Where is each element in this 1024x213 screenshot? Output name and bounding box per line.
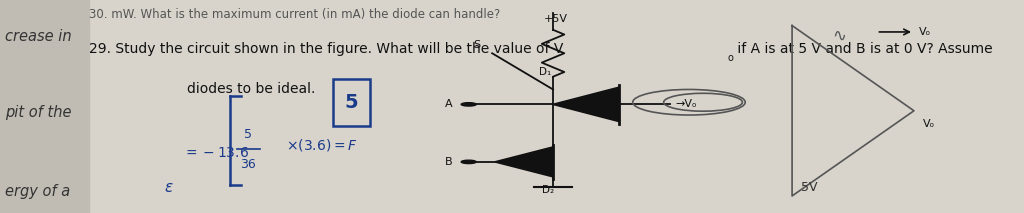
Text: 5: 5 [345,93,358,112]
Circle shape [461,103,476,106]
Text: 29. Study the circuit shown in the figure. What will be the value of V: 29. Study the circuit shown in the figur… [89,42,563,56]
Text: S: S [473,40,480,50]
Text: diodes to be ideal.: diodes to be ideal. [187,82,315,96]
Text: $\times(3.6) = F$: $\times(3.6) = F$ [286,137,357,153]
Text: 36: 36 [241,157,256,171]
Text: ergy of a: ergy of a [5,184,70,199]
Polygon shape [553,87,618,121]
Text: $\epsilon$: $\epsilon$ [164,180,174,195]
Text: D₁: D₁ [539,68,551,77]
Text: 5V: 5V [802,181,818,194]
Text: B: B [445,157,453,167]
Bar [0,0,89,213]
Text: o: o [727,53,733,62]
Text: →Vₒ: →Vₒ [675,99,696,109]
Text: D₂: D₂ [543,185,554,194]
Text: Vₒ: Vₒ [919,27,931,37]
Text: pit of the: pit of the [5,105,72,120]
Text: crease in: crease in [5,29,72,44]
Bar [333,79,371,126]
Text: +5V: +5V [544,14,567,24]
Polygon shape [495,147,553,177]
Text: Vₒ: Vₒ [924,119,936,128]
Text: if A is at 5 V and B is at 0 V? Assume: if A is at 5 V and B is at 0 V? Assume [733,42,992,56]
Text: 30. mW. What is the maximum current (in mA) the diode can handle?: 30. mW. What is the maximum current (in … [89,8,501,22]
Text: $= -13.6$: $= -13.6$ [183,146,249,160]
Text: ∿: ∿ [833,27,846,45]
Text: 5: 5 [245,128,252,141]
Circle shape [461,160,476,164]
Text: A: A [445,99,453,109]
